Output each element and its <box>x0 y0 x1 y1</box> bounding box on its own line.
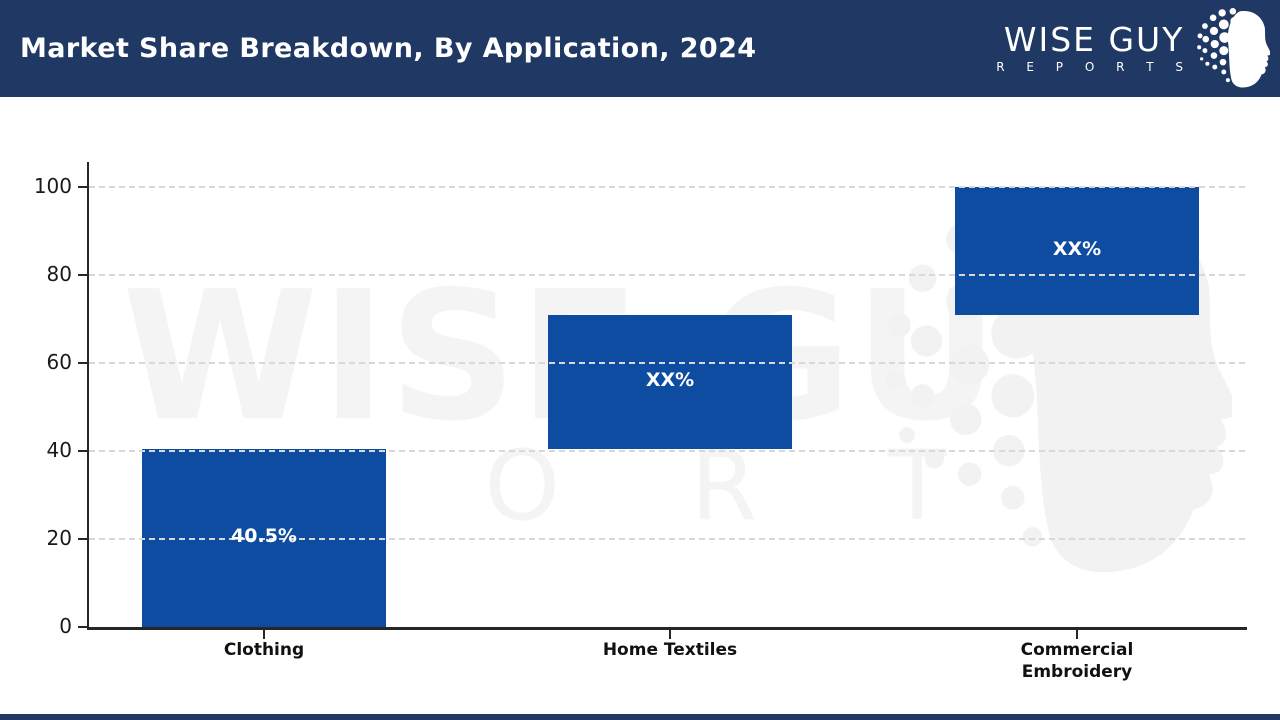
y-tick <box>78 362 87 364</box>
y-tick-label: 40 <box>46 438 72 462</box>
wiseguy-face-icon <box>1197 7 1270 88</box>
header-bar: Market Share Breakdown, By Application, … <box>0 0 1280 97</box>
watermark-brand-subname: P O R T S <box>296 430 1188 542</box>
gridline <box>89 186 1245 188</box>
x-axis-line <box>87 627 1247 630</box>
bar-value-label: 40.5% <box>231 524 297 547</box>
y-tick-label: 100 <box>33 174 72 198</box>
bar-value-label: XX% <box>1052 237 1102 260</box>
bar-value-label: XX% <box>645 368 695 391</box>
gridline <box>89 274 1245 276</box>
page-title: Market Share Breakdown, By Application, … <box>20 33 757 64</box>
gridline <box>89 450 1245 452</box>
footer-bar <box>0 714 1280 720</box>
bar-segment <box>548 314 792 449</box>
gridline <box>89 362 1245 364</box>
bar-segment <box>142 448 386 627</box>
y-tick <box>78 626 87 628</box>
brand-text: WISE GUY R E P O R T S <box>996 19 1192 75</box>
x-tick <box>1076 630 1078 639</box>
y-axis-line <box>87 162 89 629</box>
y-tick <box>78 186 87 188</box>
y-tick <box>78 538 87 540</box>
x-category-label: Clothing <box>223 640 305 660</box>
y-tick <box>78 274 87 276</box>
x-tick <box>263 630 265 639</box>
brand-logo: WISE GUY R E P O R T S <box>996 7 1270 90</box>
y-tick-label: 0 <box>59 614 72 638</box>
y-tick-label: 60 <box>46 350 72 374</box>
x-category-label: Commercial Embroidery <box>1020 640 1134 683</box>
y-tick <box>78 450 87 452</box>
brand-subname: R E P O R T S <box>996 60 1192 75</box>
y-tick-label: 80 <box>46 262 72 286</box>
x-tick <box>669 630 671 639</box>
brand-name: WISE GUY <box>1003 19 1185 59</box>
gridline <box>89 538 1245 540</box>
x-category-label: Home Textiles <box>602 640 738 660</box>
y-tick-label: 20 <box>46 526 72 550</box>
